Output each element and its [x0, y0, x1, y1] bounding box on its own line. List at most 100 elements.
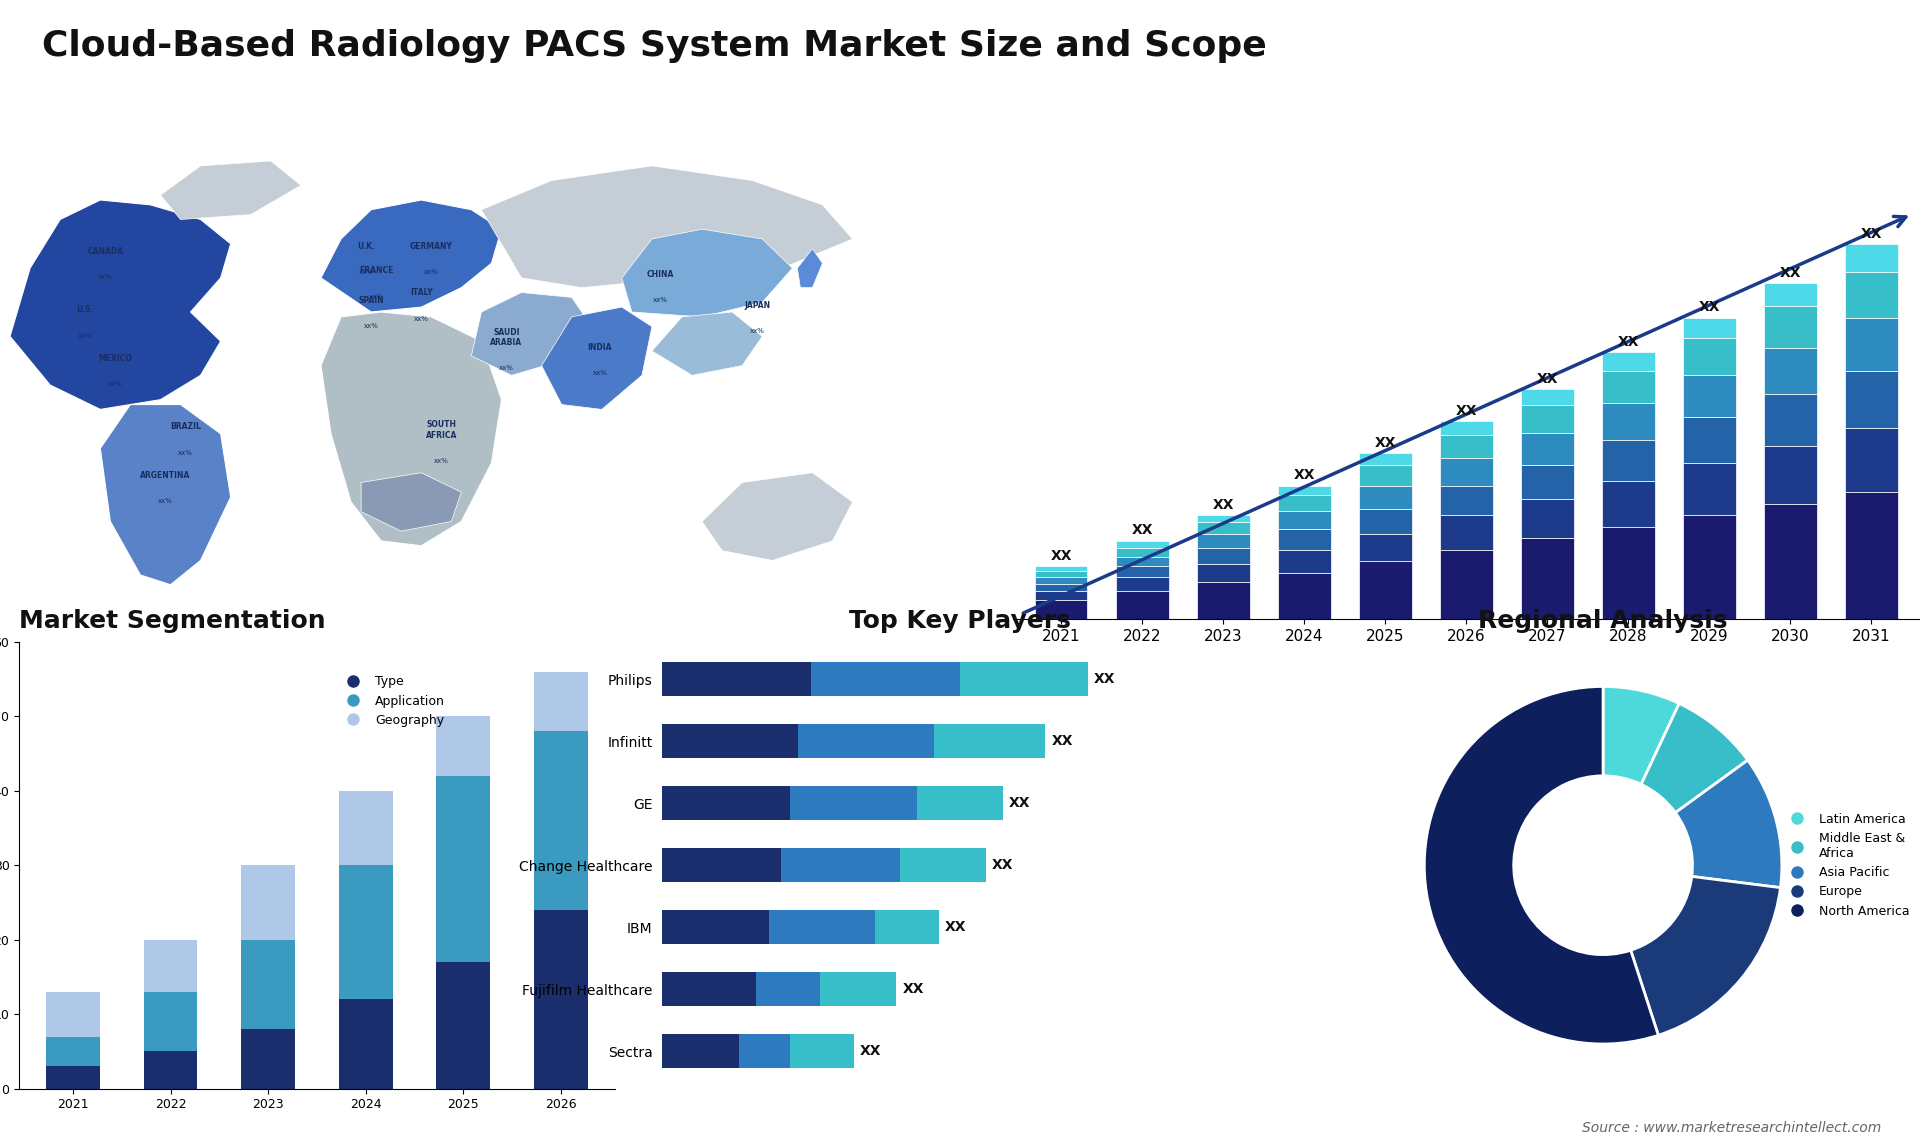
- Bar: [739, 1035, 789, 1068]
- Bar: [338, 999, 392, 1089]
- Bar: [1440, 422, 1492, 435]
- Text: SPAIN: SPAIN: [359, 296, 384, 305]
- Bar: [1684, 463, 1736, 516]
- Text: U.S.: U.S.: [77, 306, 94, 314]
- Bar: [1601, 352, 1655, 370]
- Text: FRANCE: FRANCE: [359, 267, 394, 275]
- Bar: [876, 910, 939, 944]
- Text: XX: XX: [902, 982, 924, 996]
- Text: MEXICO: MEXICO: [98, 354, 132, 363]
- Legend: Latin America, Middle East &
Africa, Asia Pacific, Europe, North America: Latin America, Middle East & Africa, Asi…: [1780, 808, 1914, 923]
- Text: XX: XX: [1052, 735, 1073, 748]
- Text: xx%: xx%: [499, 366, 515, 371]
- Text: XX: XX: [1860, 227, 1882, 241]
- Bar: [1521, 388, 1574, 405]
- Text: SAUDI
ARABIA: SAUDI ARABIA: [490, 328, 522, 347]
- Text: xx%: xx%: [179, 449, 194, 456]
- Legend: Type, Application, Geography: Type, Application, Geography: [336, 670, 449, 732]
- Bar: [144, 1052, 198, 1089]
- Bar: [144, 940, 198, 991]
- Polygon shape: [622, 229, 793, 316]
- Bar: [338, 791, 392, 865]
- Bar: [820, 972, 897, 1006]
- Text: xx%: xx%: [157, 499, 173, 504]
- Bar: [756, 972, 820, 1006]
- Text: xx%: xx%: [369, 293, 384, 300]
- Bar: [1035, 591, 1087, 601]
- Bar: [810, 662, 960, 696]
- Bar: [436, 963, 490, 1089]
- Bar: [1845, 370, 1897, 429]
- Polygon shape: [161, 160, 301, 220]
- Bar: [918, 786, 1002, 821]
- Text: XX: XX: [1617, 335, 1640, 348]
- Bar: [1116, 578, 1169, 591]
- Wedge shape: [1630, 877, 1780, 1035]
- Bar: [144, 991, 198, 1052]
- Bar: [1279, 495, 1331, 511]
- Bar: [1845, 272, 1897, 317]
- Bar: [789, 786, 918, 821]
- Bar: [662, 724, 799, 759]
- Bar: [662, 1035, 739, 1068]
- Bar: [662, 662, 810, 696]
- Title: Regional Analysis: Regional Analysis: [1478, 609, 1728, 633]
- Text: XX: XX: [1455, 403, 1476, 418]
- Bar: [789, 1035, 854, 1068]
- Bar: [46, 991, 100, 1036]
- Text: xx%: xx%: [434, 458, 449, 464]
- Bar: [1764, 306, 1816, 347]
- Bar: [1279, 511, 1331, 529]
- Bar: [1521, 405, 1574, 433]
- Bar: [1764, 283, 1816, 306]
- Polygon shape: [321, 312, 501, 545]
- Polygon shape: [361, 472, 461, 532]
- Bar: [1440, 550, 1492, 619]
- Bar: [1116, 541, 1169, 548]
- Text: GERMANY: GERMANY: [409, 242, 453, 251]
- Text: ITALY: ITALY: [411, 289, 432, 297]
- Bar: [1035, 578, 1087, 584]
- Bar: [1845, 317, 1897, 370]
- Bar: [1601, 481, 1655, 527]
- Bar: [1764, 504, 1816, 619]
- Text: XX: XX: [1008, 796, 1031, 810]
- Bar: [242, 865, 296, 940]
- Bar: [1684, 417, 1736, 463]
- Bar: [768, 910, 876, 944]
- Bar: [1359, 465, 1411, 486]
- Bar: [46, 1036, 100, 1066]
- Bar: [1845, 429, 1897, 493]
- Text: XX: XX: [860, 1044, 881, 1058]
- Title: Top Key Players: Top Key Players: [849, 609, 1071, 633]
- Wedge shape: [1603, 686, 1680, 784]
- Bar: [662, 910, 768, 944]
- Text: xx%: xx%: [415, 316, 428, 322]
- Bar: [1196, 582, 1250, 619]
- Bar: [46, 1066, 100, 1089]
- Bar: [1521, 433, 1574, 465]
- Bar: [1279, 550, 1331, 573]
- Polygon shape: [797, 249, 822, 288]
- Bar: [242, 1029, 296, 1089]
- Bar: [781, 848, 900, 882]
- Text: XX: XX: [1375, 435, 1396, 450]
- Bar: [1684, 338, 1736, 375]
- Bar: [1035, 571, 1087, 578]
- Bar: [1521, 500, 1574, 539]
- Text: CANADA: CANADA: [86, 248, 123, 256]
- Text: XX: XX: [1699, 300, 1720, 314]
- Bar: [1359, 509, 1411, 534]
- Text: XX: XX: [1131, 524, 1152, 537]
- Bar: [1196, 548, 1250, 564]
- Bar: [1764, 447, 1816, 504]
- Bar: [1116, 548, 1169, 557]
- Bar: [1359, 562, 1411, 619]
- Bar: [1440, 486, 1492, 516]
- Wedge shape: [1676, 760, 1782, 888]
- Polygon shape: [472, 292, 591, 376]
- Bar: [1116, 591, 1169, 619]
- Bar: [1521, 465, 1574, 500]
- Bar: [1601, 527, 1655, 619]
- Bar: [242, 940, 296, 1029]
